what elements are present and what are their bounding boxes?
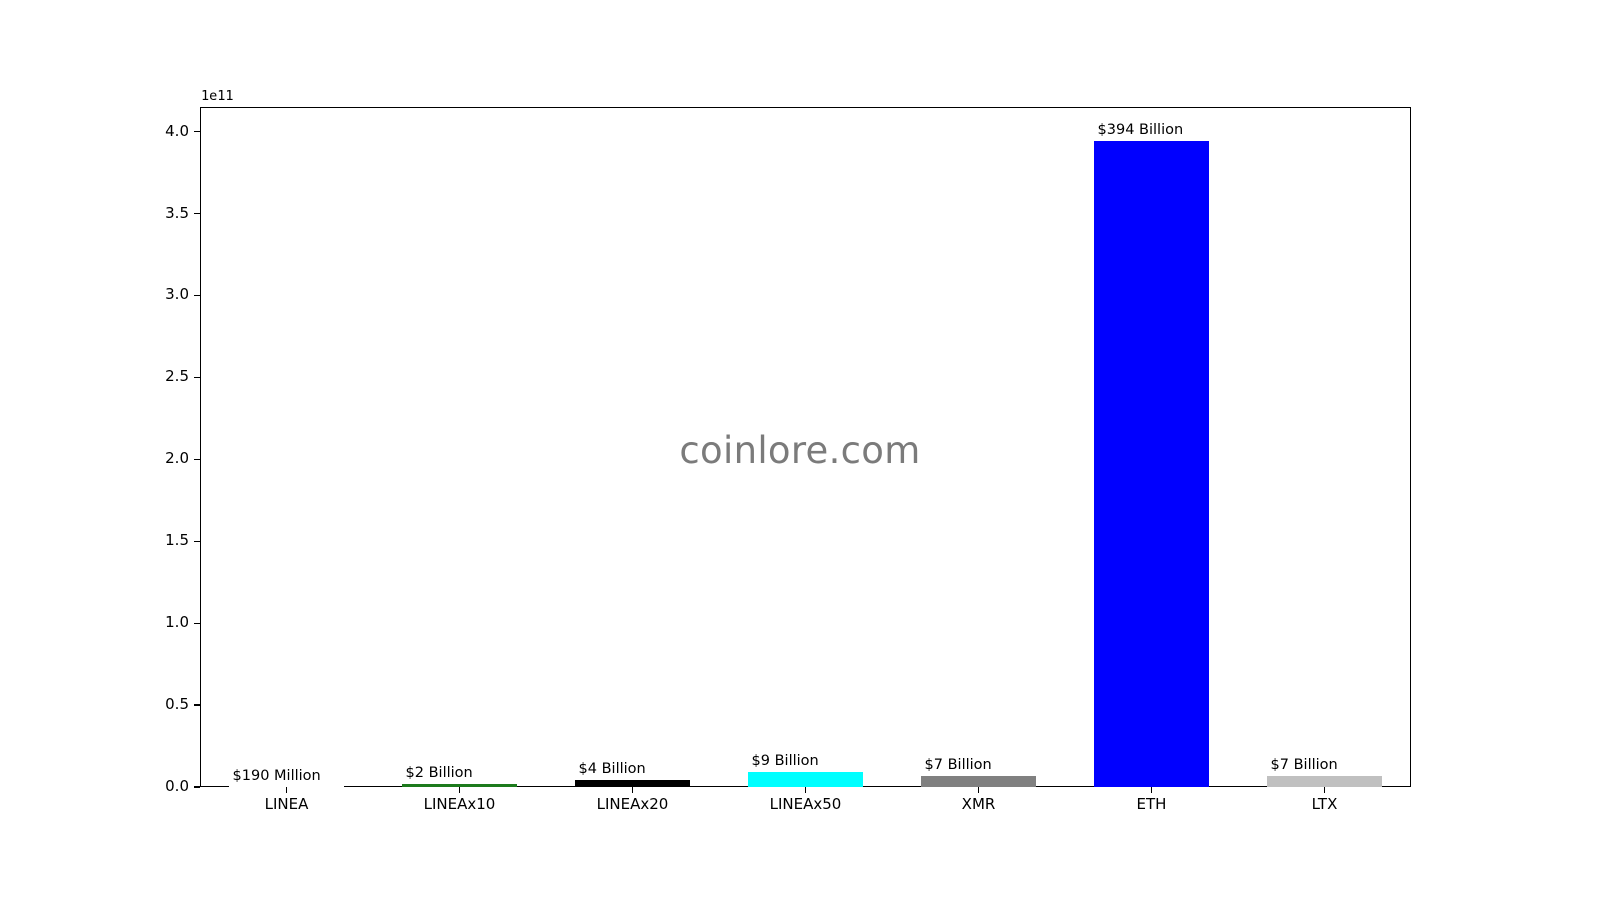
x-tick-label: LINEA [264,795,309,813]
bar-value-label: $190 Million [232,767,321,784]
y-tick-mark [194,704,200,706]
bar-value-label: $7 Billion [1270,756,1338,773]
x-tick-mark [458,787,461,793]
y-tick-label: 0.5 [165,695,189,714]
bar-linea[interactable] [228,786,345,787]
y-tick-label: 2.5 [165,367,189,386]
x-tick-mark [1150,787,1153,793]
y-tick-mark [194,212,200,215]
y-tick-label: 2.0 [165,449,189,468]
y-tick-mark [194,540,200,542]
y-tick-label: 3.5 [165,203,189,222]
y-tick-label: 4.0 [165,121,189,140]
bar-lineax20[interactable] [574,780,691,787]
x-tick-label: LTX [1311,795,1338,813]
y-tick-mark [194,376,200,378]
bar-value-label: $9 Billion [751,753,819,770]
y-tick-mark [194,130,200,133]
y-axis-offset-text: 1e11 [201,88,234,104]
x-tick-label: XMR [961,795,996,813]
bar-value-label: $2 Billion [405,764,473,781]
bar-lineax10[interactable] [401,783,518,787]
x-tick-label: LINEAx20 [596,795,669,813]
y-tick-label: 1.5 [165,531,189,550]
x-tick-mark [977,787,980,793]
x-tick-label: ETH [1136,795,1167,813]
y-tick-mark [194,458,200,460]
bar-ltx[interactable] [1266,775,1383,787]
x-tick-mark [1323,787,1326,793]
y-tick-mark [194,622,200,624]
bar-value-label: $4 Billion [578,761,646,778]
x-tick-label: LINEAx50 [769,795,842,813]
bar-value-label: $7 Billion [924,756,992,773]
x-tick-mark [285,787,288,793]
bar-eth[interactable] [1093,141,1210,787]
x-tick-mark [804,787,807,793]
y-tick-mark [194,294,200,297]
y-tick-label: 1.0 [165,613,189,632]
y-tick-mark [194,786,200,788]
bars-layer: $190 Million $2 Billion $4 Billion $9 Billi… [200,107,1411,787]
bar-value-label: $394 Billion [1097,122,1184,139]
x-tick-label: LINEAx10 [423,795,496,813]
bar-lineax50[interactable] [747,772,864,787]
x-tick-mark [631,787,634,793]
bar-xmr[interactable] [920,775,1037,787]
y-tick-label: 0.0 [165,777,189,795]
y-tick-label: 3.0 [165,285,189,304]
